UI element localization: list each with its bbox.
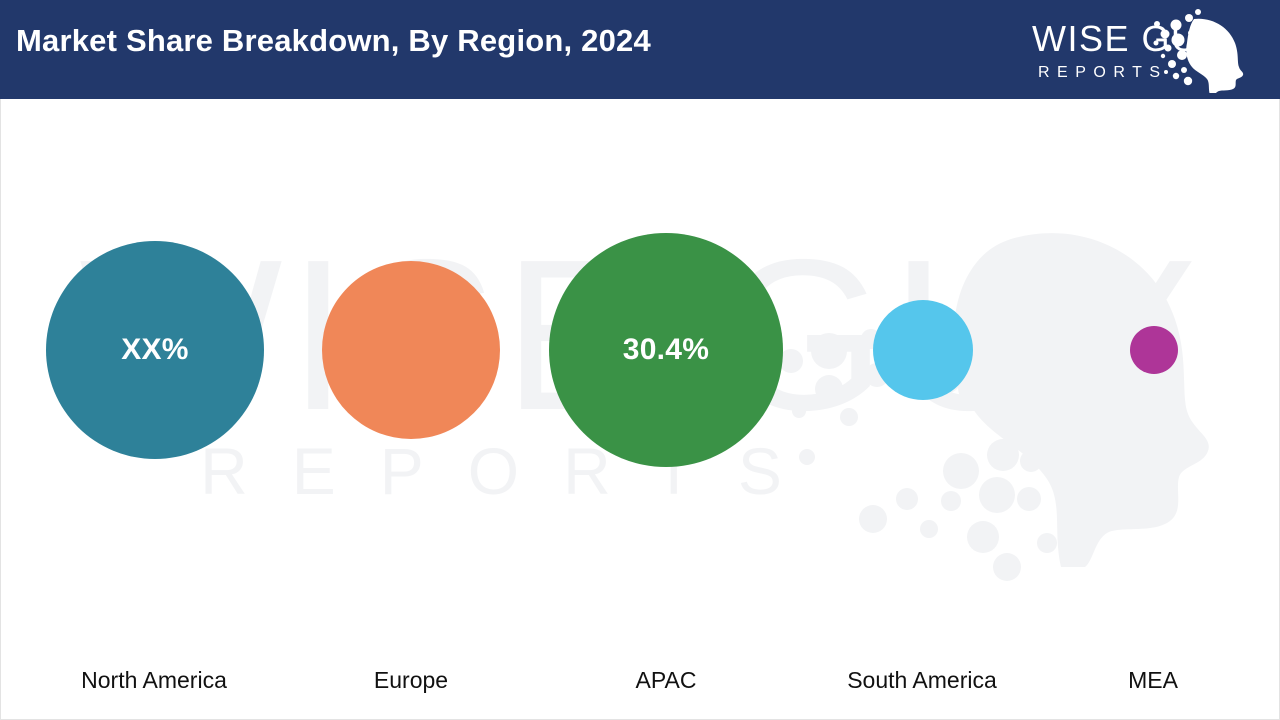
bubble-apac[interactable]: 30.4% [549, 233, 783, 467]
page-header: Market Share Breakdown, By Region, 2024 [0, 0, 1280, 99]
axis-label-south-america: South America [847, 667, 997, 693]
axis-label-apac: APAC [635, 667, 697, 693]
svg-text:WISE GUY: WISE GUY [1032, 18, 1224, 59]
wise-guy-reports-logo: WISE GUY REPORTS [1026, 7, 1262, 93]
axis-label-europe: Europe [373, 667, 449, 693]
page-title: Market Share Breakdown, By Region, 2024 [16, 23, 651, 58]
axis-label-north-america: North America [81, 667, 227, 693]
chart-area: WISE GUY REPORTS [0, 99, 1280, 720]
bubble-value-north-america: XX% [121, 333, 189, 366]
bubble-europe[interactable] [322, 261, 500, 439]
bubble-north-america[interactable]: XX% [46, 241, 264, 459]
svg-text:REPORTS: REPORTS [1038, 64, 1168, 81]
bubble-series: XX% 30.4% [1, 99, 1279, 719]
bubble-value-apac: 30.4% [622, 333, 710, 366]
axis-label-mea: MEA [1128, 667, 1178, 693]
category-axis-labels: North America Europe APAC South America … [1, 99, 1279, 719]
